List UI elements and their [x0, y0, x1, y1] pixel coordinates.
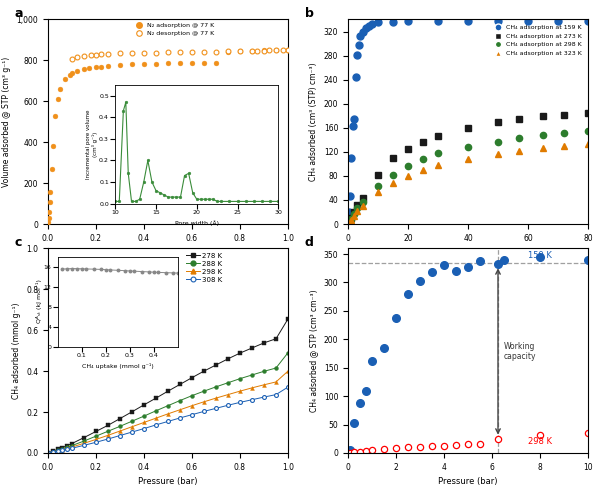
X-axis label: Pressure (bar): Pressure (bar) [438, 477, 498, 486]
X-axis label: Relative pressure (P/P₀): Relative pressure (P/P₀) [118, 248, 218, 257]
X-axis label: Pressure (bar): Pressure (bar) [138, 477, 198, 486]
Text: a: a [14, 7, 23, 20]
Text: 298 K: 298 K [528, 437, 552, 447]
Text: 159 K: 159 K [528, 251, 552, 260]
Text: b: b [305, 7, 314, 20]
Text: c: c [14, 236, 22, 249]
Legend: N₂ adsorption @ 77 K, N₂ desorption @ 77 K: N₂ adsorption @ 77 K, N₂ desorption @ 77… [130, 20, 217, 39]
X-axis label: Pressure (bar): Pressure (bar) [438, 248, 498, 257]
Text: d: d [305, 236, 314, 249]
Legend: CH₄ adsorption at 159 K, CH₄ adsorption at 273 K, CH₄ adsorption at 298 K, CH₄ a: CH₄ adsorption at 159 K, CH₄ adsorption … [490, 22, 585, 58]
Y-axis label: CH₄ adsorbed (cm³ (STP) cm⁻³): CH₄ adsorbed (cm³ (STP) cm⁻³) [309, 62, 318, 181]
Legend: 278 K, 288 K, 298 K, 308 K: 278 K, 288 K, 298 K, 308 K [184, 250, 225, 285]
Y-axis label: CH₄ adsorbed @ STP (cm³ cm⁻³): CH₄ adsorbed @ STP (cm³ cm⁻³) [309, 289, 318, 412]
Y-axis label: Volume adsorbed @ STP (cm³ g⁻¹): Volume adsorbed @ STP (cm³ g⁻¹) [2, 56, 11, 187]
Y-axis label: CH₄ adsorbed (mmol g⁻¹): CH₄ adsorbed (mmol g⁻¹) [11, 302, 20, 399]
Text: Working
capacity: Working capacity [504, 342, 536, 361]
